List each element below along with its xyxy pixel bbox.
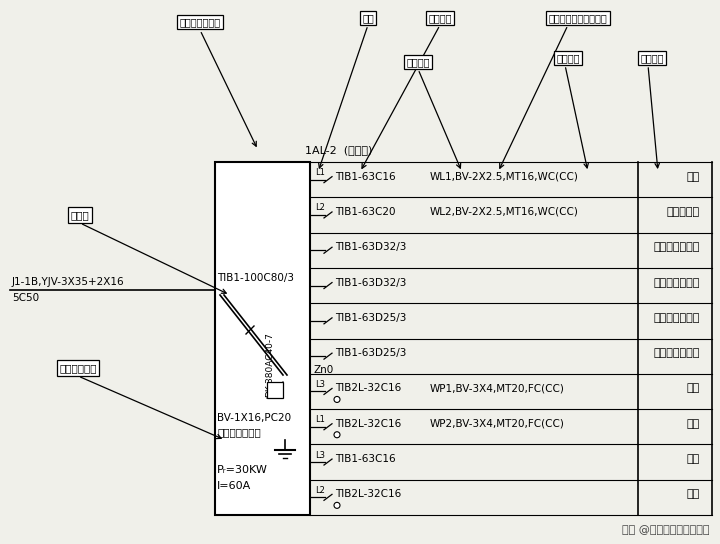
Text: 就近接接地装置: 就近接接地装置	[217, 427, 261, 437]
Text: 预留迎光照明灯: 预留迎光照明灯	[654, 348, 700, 358]
Text: BV-1X16,PC20: BV-1X16,PC20	[217, 413, 291, 423]
Text: WL2,BV-2X2.5,MT16,WC(CC): WL2,BV-2X2.5,MT16,WC(CC)	[430, 207, 579, 217]
Text: TIB1-63D32/3: TIB1-63D32/3	[335, 242, 406, 252]
Bar	[215, 162, 310, 515]
Text: TIB1-63D25/3: TIB1-63D25/3	[335, 348, 406, 358]
Text: 开关型号: 开关型号	[428, 13, 451, 23]
Text: 相序: 相序	[362, 13, 374, 23]
Text: WL1,BV-2X2.5,MT16,WC(CC): WL1,BV-2X2.5,MT16,WC(CC)	[430, 172, 579, 182]
Text: 穿管型号: 穿管型号	[557, 53, 580, 63]
Text: TIB1-100C80/3: TIB1-100C80/3	[217, 273, 294, 283]
Text: WP1,BV-3X4,MT20,FC(CC): WP1,BV-3X4,MT20,FC(CC)	[430, 384, 565, 393]
Text: 1AL-2  (行卫室): 1AL-2 (行卫室)	[305, 145, 372, 155]
Text: 预留迎光照明灯: 预留迎光照明灯	[654, 313, 700, 323]
Text: DK-380AC40-7: DK-380AC40-7	[266, 332, 274, 398]
Circle shape	[334, 502, 340, 508]
Text: 照明配电笱编号: 照明配电笱编号	[179, 17, 220, 27]
Text: 导线型号、根数、截面: 导线型号、根数、截面	[549, 13, 608, 23]
Text: TIB1-63D32/3: TIB1-63D32/3	[335, 277, 406, 288]
Text: L2: L2	[315, 486, 325, 495]
Text: 备用: 备用	[687, 454, 700, 464]
Text: 备用: 备用	[687, 490, 700, 499]
Circle shape	[334, 397, 340, 403]
Text: TIB2L-32C16: TIB2L-32C16	[335, 384, 401, 393]
Text: TIB1-63C20: TIB1-63C20	[335, 207, 395, 217]
Text: 敷设方式: 敷设方式	[640, 53, 664, 63]
Text: J1-1B,YJV-3X35+2X16: J1-1B,YJV-3X35+2X16	[12, 277, 125, 287]
Text: 照明: 照明	[687, 172, 700, 182]
Text: 5C50: 5C50	[12, 293, 39, 303]
Text: 计算负荷参数: 计算负荷参数	[59, 363, 96, 373]
Text: L1: L1	[315, 415, 325, 424]
Text: L1: L1	[315, 168, 325, 177]
Bar	[267, 382, 283, 398]
Text: 避雷器: 避雷器	[71, 210, 89, 220]
Text: 插座: 插座	[687, 419, 700, 429]
Text: I=60A: I=60A	[217, 481, 251, 491]
Text: 预留迎光照明灯: 预留迎光照明灯	[654, 242, 700, 252]
Text: WP2,BV-3X4,MT20,FC(CC): WP2,BV-3X4,MT20,FC(CC)	[430, 419, 565, 429]
Text: L3: L3	[315, 380, 325, 389]
Text: TIB2L-32C16: TIB2L-32C16	[335, 419, 401, 429]
Text: Pᵣ=30KW: Pᵣ=30KW	[217, 465, 268, 475]
Text: TIB1-63D25/3: TIB1-63D25/3	[335, 313, 406, 323]
Text: TIB1-63C16: TIB1-63C16	[335, 454, 395, 464]
Text: 插座: 插座	[687, 384, 700, 393]
Text: 回路编号: 回路编号	[406, 57, 430, 67]
Text: Zn0: Zn0	[313, 365, 333, 375]
Text: TIB1-63C16: TIB1-63C16	[335, 172, 395, 182]
Text: L2: L2	[315, 203, 325, 213]
Text: TIB2L-32C16: TIB2L-32C16	[335, 490, 401, 499]
Circle shape	[334, 432, 340, 438]
Text: 预留迎光照明灯: 预留迎光照明灯	[654, 277, 700, 288]
Text: L3: L3	[315, 450, 325, 460]
Text: 头条 @智能化弱电工程分享: 头条 @智能化弱电工程分享	[623, 525, 710, 535]
Text: 外行灯照明: 外行灯照明	[667, 207, 700, 217]
